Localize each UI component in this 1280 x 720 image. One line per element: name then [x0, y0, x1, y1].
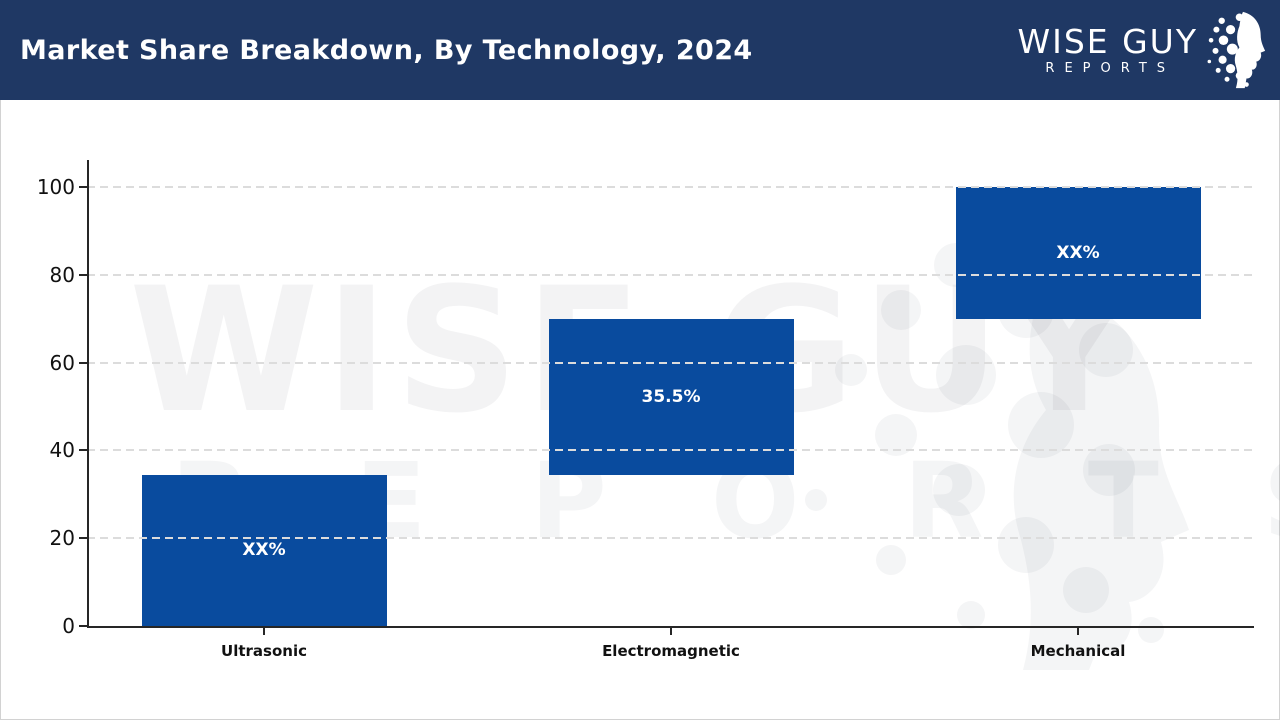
bar-value-label-electromagnetic: 35.5% — [641, 386, 701, 407]
chart-title: Market Share Breakdown, By Technology, 2… — [20, 34, 753, 66]
bar-value-label-mechanical: XX% — [1056, 242, 1100, 263]
bar-ultrasonic — [141, 474, 387, 626]
bar-value-label-ultrasonic: XX% — [242, 540, 286, 561]
y-gridline-60 — [87, 361, 1254, 364]
y-tick-label-100: 100 — [36, 175, 75, 199]
x-axis-label-electromagnetic: Electromagnetic — [602, 642, 740, 660]
x-tick-mark-mechanical — [1077, 626, 1079, 635]
y-tick-mark-0 — [79, 625, 87, 627]
brand-logo: WISE GUY REPORTS — [1017, 8, 1266, 92]
x-tick-mark-ultrasonic — [263, 626, 265, 635]
y-tick-mark-60 — [79, 361, 87, 364]
y-tick-label-0: 0 — [62, 614, 75, 638]
y-tick-mark-20 — [79, 537, 87, 540]
brand-subtitle: REPORTS — [1045, 61, 1176, 76]
y-gridline-80 — [87, 273, 1254, 276]
y-tick-label-20: 20 — [49, 526, 75, 551]
x-tick-mark-electromagnetic — [670, 626, 672, 635]
y-tick-mark-100 — [79, 186, 87, 188]
x-axis-line — [87, 626, 1254, 628]
y-gridline-40 — [87, 449, 1254, 452]
y-tick-label-40: 40 — [49, 438, 75, 463]
x-axis-label-mechanical: Mechanical — [1030, 642, 1126, 660]
y-axis-line — [87, 160, 89, 628]
brand-logo-text: WISE GUY REPORTS — [1017, 25, 1198, 75]
header-banner: Market Share Breakdown, By Technology, 2… — [0, 0, 1280, 100]
bar-electromagnetic — [548, 318, 794, 475]
brand-name: WISE GUY — [1017, 22, 1198, 61]
chart-canvas: WISE GUY R E P O R T S 020406080100XX%Ul… — [0, 100, 1280, 720]
y-gridline-100 — [87, 186, 1254, 188]
y-tick-mark-80 — [79, 273, 87, 276]
y-gridline-20 — [87, 537, 1254, 540]
bar-mechanical — [955, 187, 1201, 319]
wise-guy-face-icon — [1207, 11, 1266, 89]
y-tick-label-60: 60 — [49, 350, 75, 375]
y-tick-label-80: 80 — [49, 262, 75, 287]
y-tick-mark-40 — [79, 449, 87, 452]
x-axis-label-ultrasonic: Ultrasonic — [221, 642, 307, 660]
